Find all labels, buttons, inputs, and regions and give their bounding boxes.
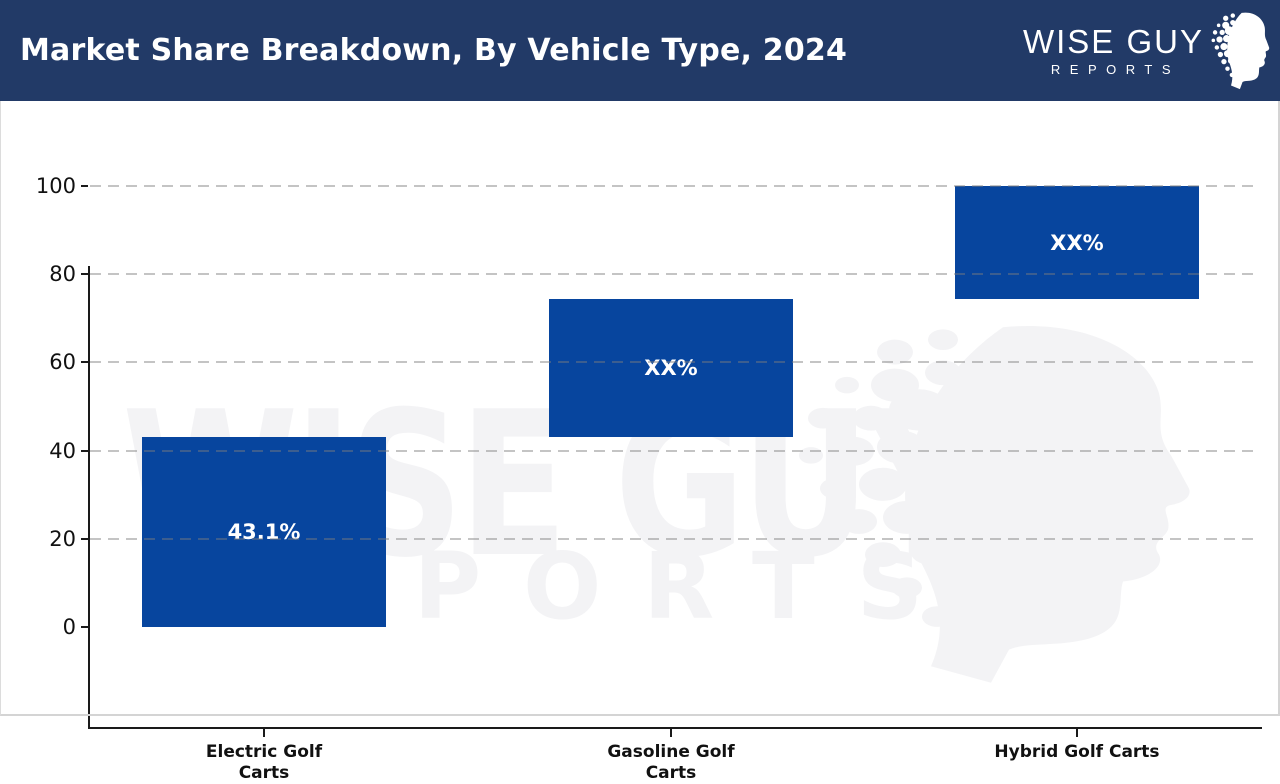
y-tick-label-100: 100 xyxy=(35,174,76,198)
wiseguy-head-icon xyxy=(1208,11,1270,91)
y-tick-100 xyxy=(81,185,88,187)
y-tick-60 xyxy=(81,361,88,364)
bar-value-label: XX% xyxy=(644,356,698,381)
y-tick-label-60: 60 xyxy=(49,350,76,375)
bar-hybrid-golf-carts[interactable]: XX% xyxy=(955,186,1199,300)
gridline-80 xyxy=(90,273,1255,276)
x-tick-gasoline-golf-carts xyxy=(670,729,672,737)
x-category-label-gasoline-golf-carts: Gasoline Golf Carts xyxy=(607,742,735,783)
y-tick-label-0: 0 xyxy=(62,615,76,639)
watermark-head-icon xyxy=(775,319,1195,691)
page-title: Market Share Breakdown, By Vehicle Type,… xyxy=(20,33,848,68)
wiseguy-logo-text: WISE GUY REPORTS xyxy=(1022,22,1204,77)
y-axis-line xyxy=(88,266,90,729)
wiseguy-logo: WISE GUY REPORTS xyxy=(1023,11,1280,91)
x-category-label-electric-golf-carts: Electric Golf Carts xyxy=(205,742,323,783)
bar-value-label: 43.1% xyxy=(227,519,301,544)
y-tick-80 xyxy=(81,273,88,276)
gridline-40 xyxy=(90,449,1255,452)
y-tick-label-40: 40 xyxy=(49,438,76,463)
y-tick-label-80: 80 xyxy=(49,262,76,287)
chart-plot-area: WISE GUY REPORTS 43.1% XX% XX% 0 20 40 60 80 100… xyxy=(0,101,1280,783)
gridline-20 xyxy=(90,537,1255,540)
x-category-label-hybrid-golf-carts: Hybrid Golf Carts xyxy=(994,742,1160,762)
wiseguy-logo-name: WISE GUY xyxy=(1022,22,1204,60)
header-bar: Market Share Breakdown, By Vehicle Type,… xyxy=(0,0,1280,101)
x-tick-hybrid-golf-carts xyxy=(1076,729,1078,737)
y-tick-0 xyxy=(81,626,88,628)
gridline-100 xyxy=(90,185,1255,187)
bar-gasoline-golf-carts[interactable]: XX% xyxy=(549,299,793,437)
y-tick-20 xyxy=(81,537,88,540)
y-tick-40 xyxy=(81,449,88,452)
y-tick-label-20: 20 xyxy=(49,526,76,551)
gridline-60 xyxy=(90,361,1255,364)
x-tick-electric-golf-carts xyxy=(263,729,265,737)
bar-value-label: XX% xyxy=(1050,230,1104,255)
wiseguy-logo-subtitle: REPORTS xyxy=(1050,61,1181,77)
bar-electric-golf-carts[interactable]: 43.1% xyxy=(142,436,386,627)
